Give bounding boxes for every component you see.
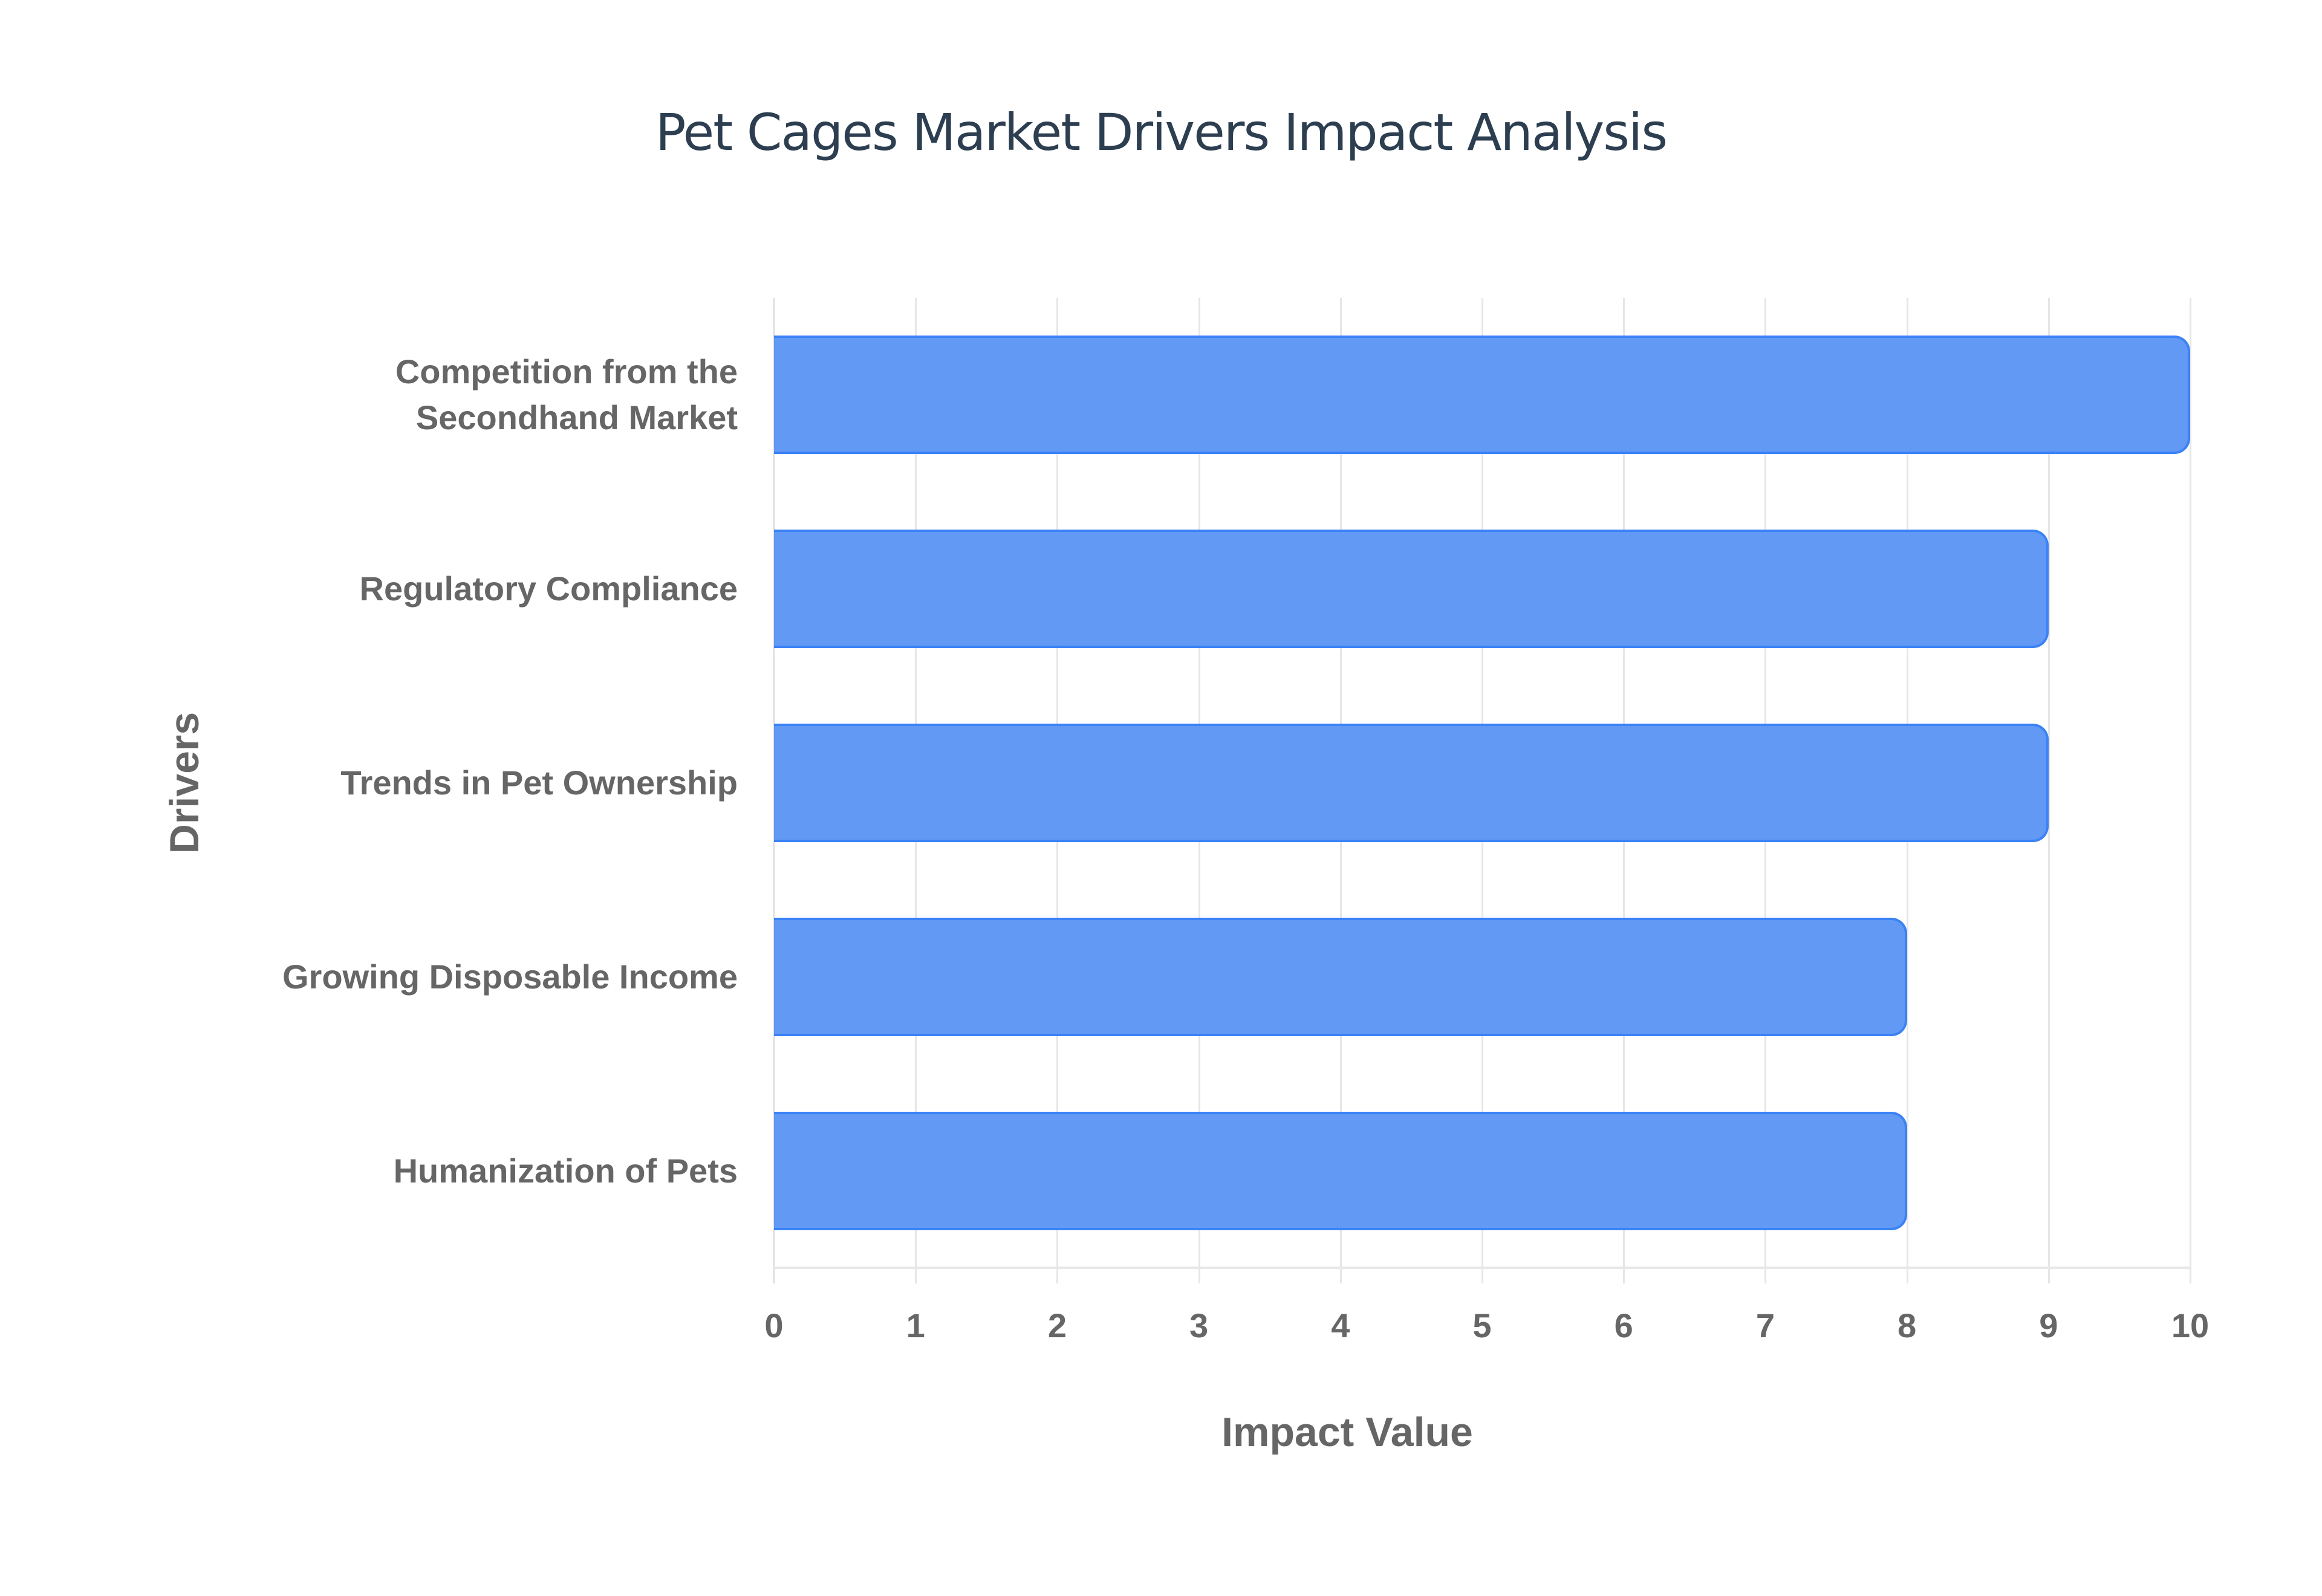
x-tick-label: 1 — [906, 1306, 925, 1345]
plot-area — [773, 298, 2191, 1283]
bar[interactable] — [774, 724, 2049, 842]
chart-title: Pet Cages Market Drivers Impact Analysis — [655, 103, 1668, 162]
x-tick-label: 9 — [2039, 1306, 2058, 1345]
x-axis-line — [774, 1267, 2190, 1269]
y-category-label-line: Humanization of Pets — [393, 1151, 738, 1190]
bar[interactable] — [774, 917, 1907, 1036]
bar[interactable] — [774, 336, 2190, 455]
bar[interactable] — [774, 1111, 1907, 1230]
y-category-label-line: Competition from the — [395, 352, 738, 391]
y-category-label: Competition from the Secondhand Market — [194, 349, 738, 441]
y-axis-title: Drivers — [161, 712, 207, 854]
x-tick-label: 10 — [2171, 1306, 2210, 1345]
x-tick-label: 6 — [1614, 1306, 1633, 1345]
x-tick-label: 7 — [1755, 1306, 1775, 1345]
x-tick-label: 5 — [1472, 1306, 1492, 1345]
y-category-label: Growing Disposable Income — [194, 954, 738, 1000]
gridline — [2190, 298, 2191, 1283]
x-tick-label: 0 — [764, 1306, 784, 1345]
x-tick-label: 3 — [1189, 1306, 1209, 1345]
y-category-label-line: Trends in Pet Ownership — [340, 764, 738, 802]
x-tick-label: 2 — [1047, 1306, 1067, 1345]
x-tick-label: 4 — [1331, 1306, 1350, 1345]
y-category-label-line: Regulatory Compliance — [359, 569, 738, 608]
y-category-label-line: Secondhand Market — [415, 398, 738, 437]
bar[interactable] — [774, 530, 2049, 649]
x-axis-title: Impact Value — [1221, 1409, 1473, 1455]
y-category-label: Humanization of Pets — [194, 1148, 738, 1194]
y-category-label-line: Growing Disposable Income — [282, 957, 738, 996]
y-category-label: Trends in Pet Ownership — [194, 760, 738, 806]
y-category-label: Regulatory Compliance — [194, 566, 738, 612]
x-tick-label: 8 — [1898, 1306, 1917, 1345]
gridline — [2047, 298, 2050, 1283]
